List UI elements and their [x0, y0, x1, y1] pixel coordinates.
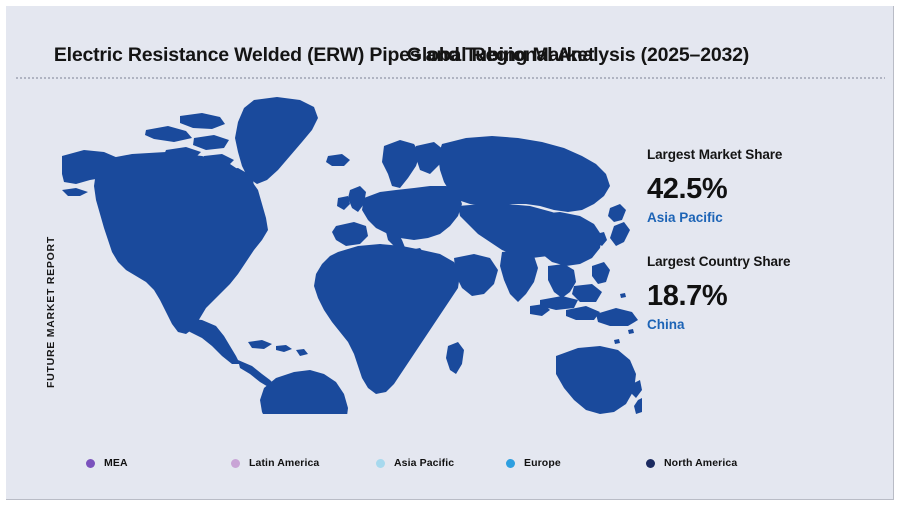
region-mexico [180, 318, 240, 364]
legend-item-latin-america[interactable]: Latin America [231, 452, 319, 474]
region-finland-karelia [416, 142, 444, 174]
region-europe [362, 186, 462, 240]
region-iberia [332, 222, 368, 246]
region-aleutians [62, 188, 88, 196]
stat-region-largest-market-share: Asia Pacific [647, 210, 723, 225]
region-north-asia [438, 136, 610, 212]
region-indonesia-3 [530, 304, 550, 316]
stat-value-largest-market-share: 42.5% [647, 173, 728, 205]
world-map-svg [62, 97, 642, 414]
region-india [500, 250, 538, 302]
region-north-america [94, 152, 268, 334]
legend-label-europe: Europe [524, 457, 561, 469]
region-new-zealand-1 [630, 380, 642, 398]
region-new-zealand-2 [634, 398, 642, 414]
region-pacific-islets [614, 293, 634, 344]
page-title: Electric Resistance Welded (ERW) Pipes a… [6, 40, 893, 74]
region-greenland [235, 97, 318, 184]
region-caribbean-3 [296, 349, 308, 356]
stats-panel: Largest Market Share 42.5% Asia Pacific … [647, 146, 887, 360]
stat-value-largest-country-share: 18.7% [647, 280, 728, 312]
region-caribbean-2 [276, 345, 292, 352]
region-great-britain [348, 186, 366, 212]
region-madagascar [446, 342, 464, 374]
page-title-overlay: Global Regional Analysis (2025–2032) [406, 44, 750, 66]
legend-label-asia-pacific: Asia Pacific [394, 457, 455, 469]
region-arabia [454, 254, 498, 296]
region-scandinavia [382, 140, 420, 188]
stat-block-largest-market-share: Largest Market Share 42.5% Asia Pacific [647, 146, 887, 227]
title-divider [15, 77, 885, 79]
region-indonesia-1 [540, 296, 578, 310]
region-ireland [337, 196, 350, 210]
legend-dot-icon-asia-pacific [376, 458, 385, 468]
region-caribbean-1 [248, 340, 272, 349]
region-japan-2 [610, 222, 630, 246]
legend-item-asia-pacific[interactable]: Asia Pacific [376, 452, 454, 474]
region-philippines [592, 262, 610, 284]
legend-dot-icon-europe [506, 458, 515, 468]
stat-block-largest-country-share: Largest Country Share 18.7% China [647, 253, 887, 334]
region-indonesia-2 [566, 306, 600, 320]
legend-item-mea[interactable]: MEA [86, 452, 128, 474]
region-iceland [326, 154, 350, 166]
region-south-america [260, 370, 348, 414]
legend-dot-icon-north-america [646, 458, 655, 468]
map-land-group [62, 97, 642, 414]
vertical-watermark-label: FUTURE MARKET REPORT [45, 235, 57, 389]
stat-label-largest-market-share: Largest Market Share [647, 147, 783, 162]
stat-region-largest-country-share: China [647, 317, 685, 332]
legend-item-europe[interactable]: Europe [506, 452, 561, 474]
region-australia [556, 346, 636, 414]
map-legend: MEA Latin America Asia Pacific Europe No… [86, 452, 786, 474]
legend-dot-icon-latin-america [231, 458, 240, 468]
region-arctic-islands-2 [145, 126, 192, 142]
infographic-panel: Electric Resistance Welded (ERW) Pipes a… [6, 6, 894, 500]
world-map [62, 94, 642, 414]
region-arctic-islands-1 [180, 113, 225, 129]
legend-label-latin-america: Latin America [249, 457, 320, 469]
region-africa [314, 244, 460, 394]
region-southeast-asia [548, 264, 576, 298]
region-borneo [572, 284, 602, 302]
legend-label-north-america: North America [664, 457, 738, 469]
region-central-america [238, 360, 276, 388]
region-korea [596, 232, 607, 246]
page-title-primary: Electric Resistance Welded (ERW) Pipes a… [53, 44, 595, 66]
region-japan-1 [608, 204, 626, 222]
legend-item-north-america[interactable]: North America [646, 452, 737, 474]
stat-label-largest-country-share: Largest Country Share [647, 254, 791, 269]
region-east-asia [534, 212, 602, 266]
region-arctic-islands-3 [193, 135, 229, 150]
legend-label-mea: MEA [104, 457, 128, 469]
region-new-guinea [596, 308, 638, 326]
legend-dot-icon-mea [86, 458, 95, 468]
